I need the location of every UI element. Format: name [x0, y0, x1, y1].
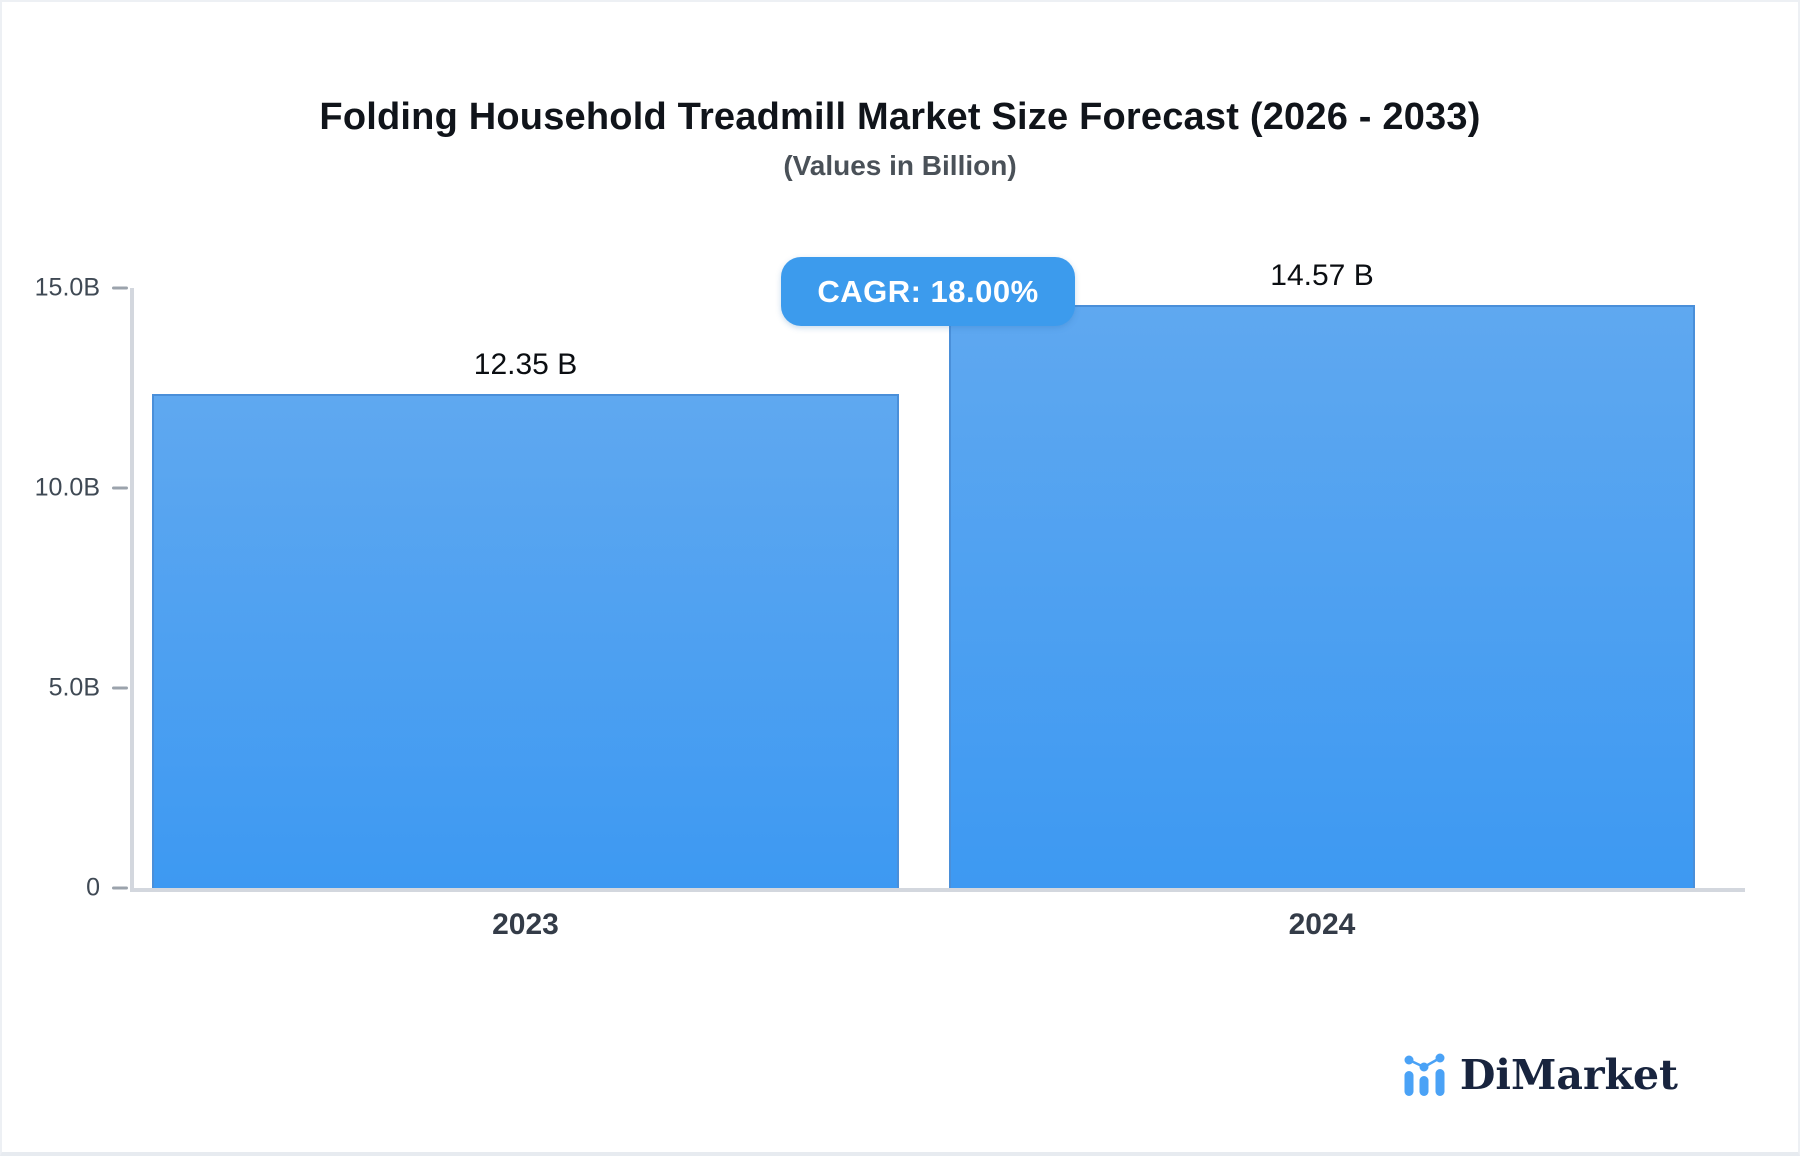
brand-bar-chart-icon	[1404, 1053, 1445, 1096]
y-tick-mark	[112, 286, 128, 290]
y-axis: 0 5.0B 10.0B 15.0B	[2, 274, 130, 902]
bar-group: 12.35 B 2023	[152, 288, 899, 941]
bar	[152, 394, 899, 888]
bar-value-label: 14.57 B	[1270, 259, 1374, 293]
brand-name: DiMarket	[1459, 1051, 1678, 1099]
cagr-badge: CAGR: 18.00%	[781, 257, 1075, 326]
bar	[949, 305, 1695, 888]
y-tick-mark	[112, 486, 128, 490]
x-axis-label: 2023	[492, 908, 559, 941]
y-tick-label: 0	[86, 873, 100, 902]
bar-group: 14.57 B 2024	[949, 259, 1695, 941]
brand-logo: DiMarket	[1402, 1050, 1678, 1096]
y-tick: 0	[86, 874, 128, 903]
y-tick-mark	[112, 686, 128, 690]
bar-value-label: 12.35 B	[473, 348, 578, 381]
y-tick: 10.0B	[35, 474, 128, 503]
plot-area: 12.35 B 2023 14.57 B 2024	[130, 259, 1745, 941]
chart-title: Folding Household Treadmill Market Size …	[319, 96, 1481, 138]
y-tick-label: 5.0B	[48, 673, 100, 702]
x-axis-label: 2024	[1288, 908, 1356, 941]
y-tick-label: 15.0B	[34, 273, 100, 302]
y-tick: 5.0B	[49, 674, 128, 703]
y-tick-label: 10.0B	[34, 473, 100, 502]
y-tick: 15.0B	[35, 274, 128, 303]
cagr-badge-label: CAGR: 18.00%	[817, 273, 1039, 309]
chart-subtitle: (Values in Billion)	[783, 150, 1017, 181]
y-tick-mark	[112, 886, 128, 890]
